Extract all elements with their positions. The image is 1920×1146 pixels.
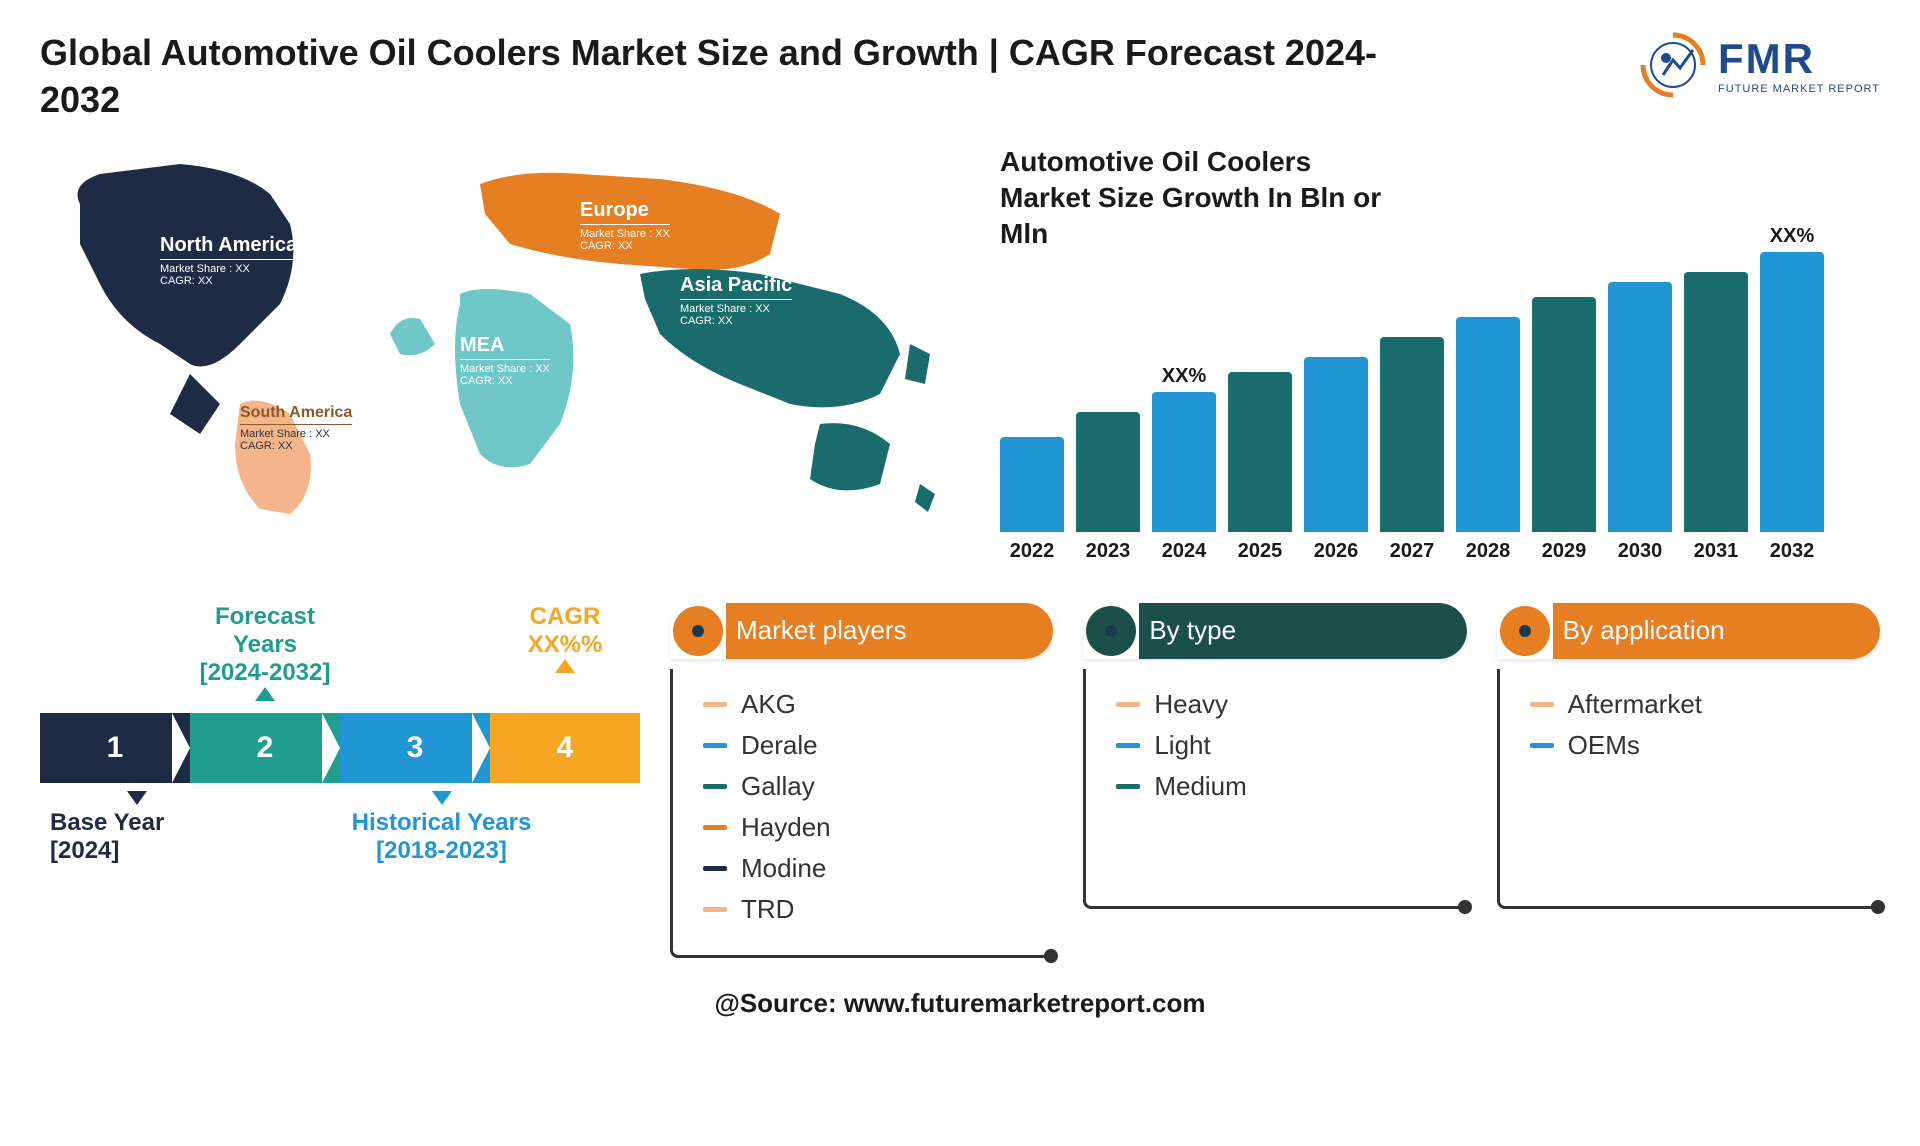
bar-2025: 2025	[1228, 372, 1292, 563]
bar-2028: 2028	[1456, 317, 1520, 563]
bar-2032: XX%2032	[1760, 252, 1824, 563]
bar-2023: 2023	[1076, 412, 1140, 563]
logo-text-sub: FUTURE MARKET REPORT	[1718, 83, 1880, 95]
list-item: Derale	[703, 730, 1033, 761]
logo-text-main: FMR	[1718, 35, 1880, 83]
region-label-mea: MEAMarket Share : XXCAGR: XX	[460, 334, 550, 387]
region-label-sa: South AmericaMarket Share : XXCAGR: XX	[240, 404, 352, 452]
card-title: Market players	[726, 603, 1053, 659]
base-year-label: Base Year [2024]	[50, 791, 224, 865]
source-attribution: @Source: www.futuremarketreport.com	[40, 988, 1880, 1019]
bar-annotation: XX%	[1770, 225, 1814, 248]
timeline: Forecast Years [2024-2032] CAGR XX%% 123…	[40, 603, 640, 865]
bar-2026: 2026	[1304, 357, 1368, 563]
region-label-na: North AmericaMarket Share : XXCAGR: XX	[160, 234, 297, 287]
list-item: Light	[1116, 730, 1446, 761]
by-application-card: By application Aftermarket OEMs	[1497, 603, 1880, 909]
header: Global Automotive Oil Coolers Market Siz…	[40, 30, 1880, 124]
list-item: Modine	[703, 853, 1033, 884]
page-title: Global Automotive Oil Coolers Market Siz…	[40, 30, 1440, 124]
by-type-card: By type Heavy Light Medium	[1083, 603, 1466, 909]
list-item: Medium	[1116, 771, 1446, 802]
list-item: Heavy	[1116, 689, 1446, 720]
logo-icon	[1638, 30, 1708, 100]
list-item: Aftermarket	[1530, 689, 1860, 720]
timeline-segment-1: 1	[40, 713, 190, 783]
card-dot-icon	[1500, 606, 1550, 656]
historical-label: Historical Years [2018-2023]	[340, 791, 543, 865]
market-players-card: Market players AKG Derale Gallay Hayden Modi…	[670, 603, 1053, 958]
region-label-eu: EuropeMarket Share : XXCAGR: XX	[580, 199, 670, 252]
card-dot-icon	[1086, 606, 1136, 656]
world-map: North AmericaMarket Share : XXCAGR: XX So…	[40, 144, 960, 524]
bar-2031: 2031	[1684, 272, 1748, 563]
logo: FMR FUTURE MARKET REPORT	[1638, 30, 1880, 100]
timeline-segment-4: 4	[490, 713, 640, 783]
bar-annotation: XX%	[1162, 365, 1206, 388]
bar-2022: 2022	[1000, 437, 1064, 563]
bar-chart: Automotive Oil Coolers Market Size Growt…	[1000, 144, 1880, 563]
bar-2030: 2030	[1608, 282, 1672, 563]
list-item: Hayden	[703, 812, 1033, 843]
list-item: Gallay	[703, 771, 1033, 802]
cagr-label: CAGR XX%%	[490, 603, 640, 705]
list-item: OEMs	[1530, 730, 1860, 761]
forecast-label: Forecast Years [2024-2032]	[190, 603, 340, 705]
bar-2024: XX%2024	[1152, 392, 1216, 563]
chart-title: Automotive Oil Coolers Market Size Growt…	[1000, 144, 1400, 253]
bar-2029: 2029	[1532, 297, 1596, 563]
timeline-segment-3: 3	[340, 713, 490, 783]
list-item: AKG	[703, 689, 1033, 720]
card-title: By application	[1553, 603, 1880, 659]
card-dot-icon	[673, 606, 723, 656]
bar-2027: 2027	[1380, 337, 1444, 563]
list-item: TRD	[703, 894, 1033, 925]
timeline-segment-2: 2	[190, 713, 340, 783]
card-title: By type	[1139, 603, 1466, 659]
region-label-ap: Asia PacificMarket Share : XXCAGR: XX	[680, 274, 792, 327]
